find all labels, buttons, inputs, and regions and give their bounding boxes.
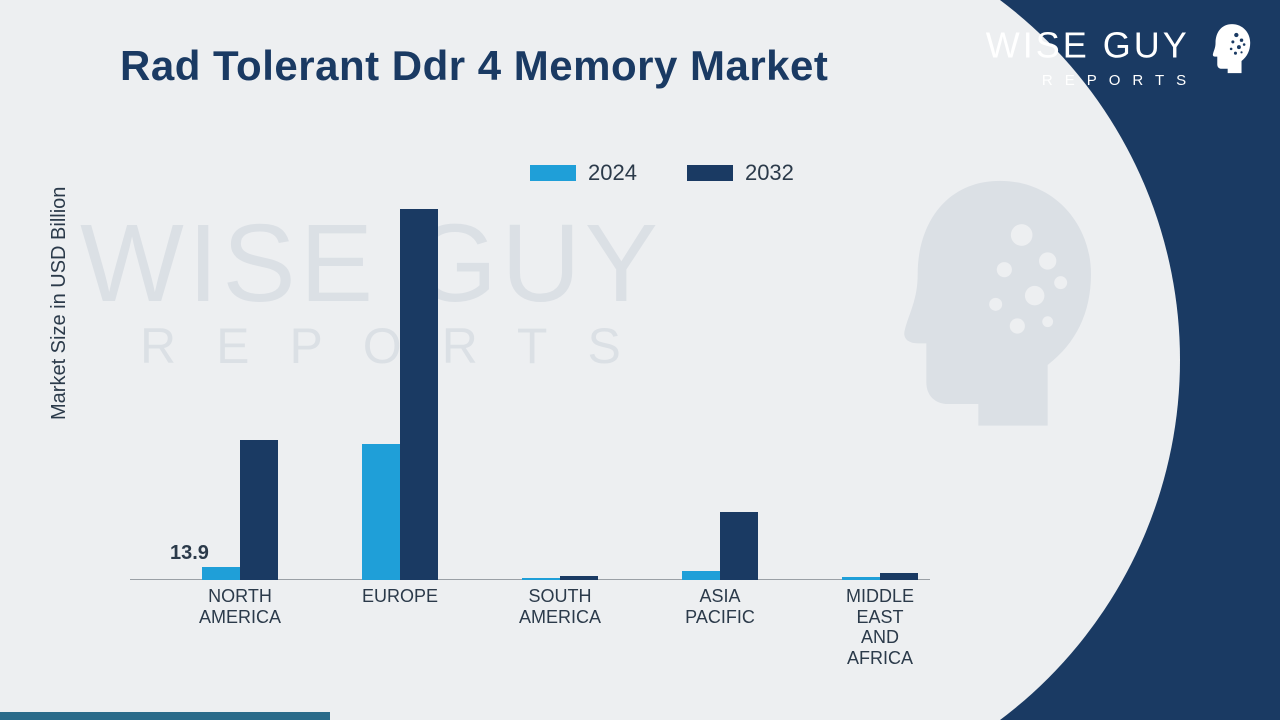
- bar: [362, 444, 400, 580]
- legend: 2024 2032: [530, 160, 794, 186]
- bar-group: SOUTHAMERICA: [500, 576, 620, 580]
- chart-title: Rad Tolerant Ddr 4 Memory Market: [120, 42, 828, 90]
- bar: [880, 573, 918, 580]
- legend-swatch: [687, 165, 733, 181]
- brand-line1: WISE GUY: [986, 25, 1189, 66]
- bar: [240, 440, 278, 580]
- logo-head-icon: [1210, 22, 1254, 74]
- legend-swatch: [530, 165, 576, 181]
- bar-value-label: 13.9: [170, 542, 209, 565]
- bottom-accent-bar: [0, 712, 330, 720]
- brand-logo: WISE GUY REPORTS: [980, 22, 1260, 89]
- category-label: SOUTHAMERICA: [485, 580, 635, 627]
- category-label: ASIAPACIFIC: [645, 580, 795, 627]
- infographic-stage: WISE GUY REPORTS Rad Tolerant Ddr 4 Memo…: [0, 0, 1280, 720]
- plot-area: 13.9NORTHAMERICA EUROPE SOUTHAMERICA ASIAPA…: [130, 200, 930, 580]
- category-label: MIDDLEEASTANDAFRICA: [805, 580, 955, 669]
- bar: [400, 209, 438, 580]
- legend-label: 2024: [588, 160, 637, 186]
- bar: [682, 571, 720, 580]
- category-label: EUROPE: [325, 580, 475, 607]
- legend-item: 2032: [687, 160, 794, 186]
- bar: [202, 567, 240, 580]
- legend-item: 2024: [530, 160, 637, 186]
- legend-label: 2032: [745, 160, 794, 186]
- category-label: NORTHAMERICA: [165, 580, 315, 627]
- bar-group: EUROPE: [340, 209, 460, 580]
- bar-group: ASIAPACIFIC: [660, 512, 780, 580]
- y-axis-label: Market Size in USD Billion: [48, 187, 71, 420]
- brand-line2: REPORTS: [980, 72, 1260, 89]
- bar-group: 13.9NORTHAMERICA: [180, 440, 300, 580]
- bar-group: MIDDLEEASTANDAFRICA: [820, 573, 940, 580]
- bar: [720, 512, 758, 580]
- chart-area: Market Size in USD Billion 20242032 13.9…: [60, 160, 940, 700]
